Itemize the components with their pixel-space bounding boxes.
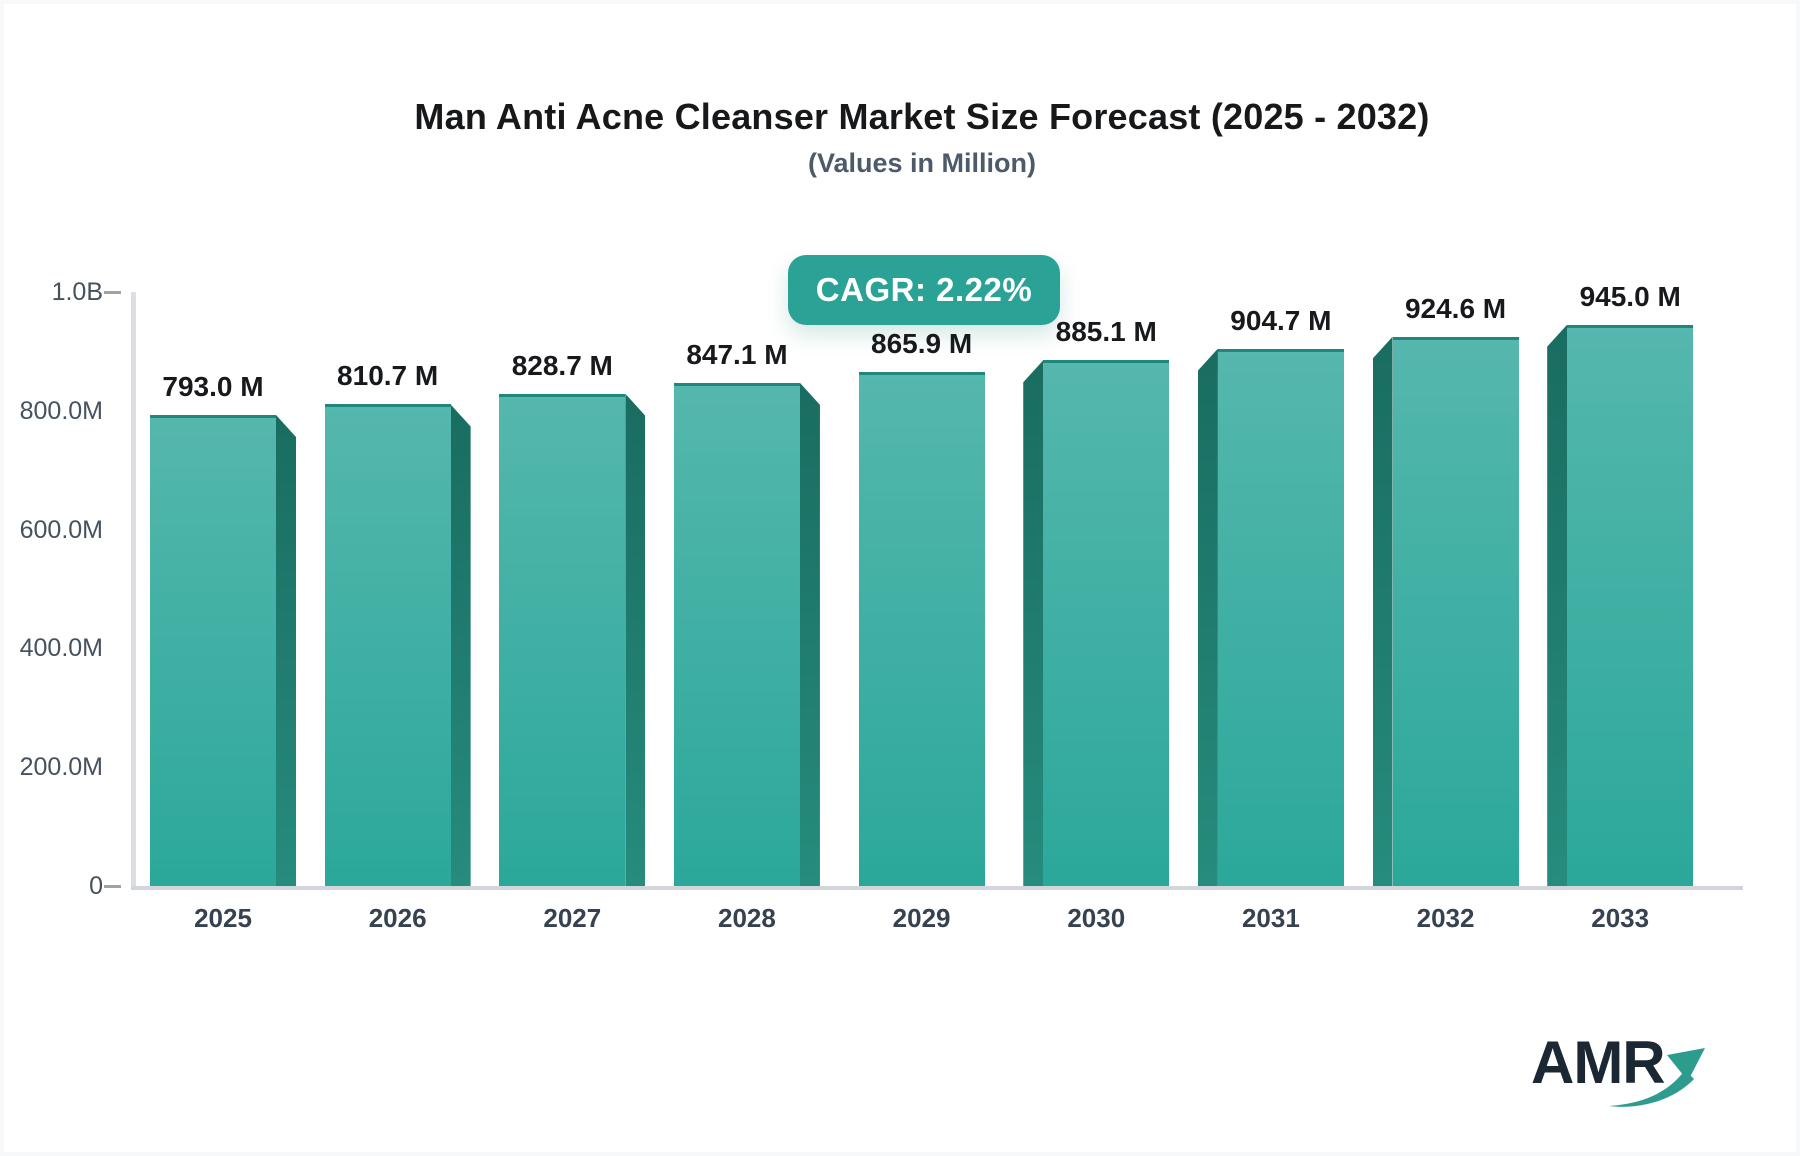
bar-value-label: 793.0 M <box>162 370 264 402</box>
x-axis-label: 2027 <box>543 903 602 933</box>
y-axis-tick-label: 400.0M <box>19 634 103 663</box>
bar-value-label: 865.9 M <box>871 327 973 359</box>
bar-2028 <box>673 382 800 886</box>
bar-side-3d <box>450 404 471 886</box>
x-axis-label: 2029 <box>892 903 951 933</box>
growth-arrow-icon <box>1609 1048 1705 1107</box>
y-axis-tick-label: 600.0M <box>19 515 103 544</box>
cagr-badge: CAGR: 2.22% <box>788 255 1060 325</box>
bar-value-label: 847.1 M <box>686 338 788 370</box>
bar-2025 <box>150 414 276 886</box>
y-axis-tick-label: 800.0M <box>19 396 103 425</box>
bar-2033 <box>1567 324 1694 886</box>
amr-logo-text: AMR <box>1531 1029 1666 1096</box>
x-axis-label: 2031 <box>1241 903 1300 933</box>
bar-value-label: 828.7 M <box>511 349 613 381</box>
bar-2032 <box>1392 336 1519 886</box>
bar-value-label: 810.7 M <box>337 360 439 392</box>
bar-side-3d <box>799 382 820 886</box>
bar-2029 <box>858 371 985 886</box>
bar-side-3d <box>625 393 646 886</box>
bar-side-3d <box>276 414 296 886</box>
y-axis-tick-label: 0 <box>89 872 103 900</box>
x-axis-label: 2030 <box>1067 903 1126 933</box>
bar-2031 <box>1217 348 1344 886</box>
y-axis-tick-label: 200.0M <box>19 753 103 782</box>
y-axis-tick-label: 1.0B <box>51 278 103 306</box>
bar-value-label: 885.1 M <box>1055 316 1157 348</box>
bar-2026 <box>324 404 451 886</box>
x-axis-line <box>131 886 1743 890</box>
bar-value-label: 924.6 M <box>1404 292 1507 324</box>
x-axis-label: 2026 <box>368 903 427 933</box>
y-axis-line <box>131 292 136 886</box>
x-axis-label: 2025 <box>194 903 252 933</box>
bar-side-3d <box>1547 324 1568 886</box>
x-axis-label: 2028 <box>718 903 776 933</box>
x-axis-label: 2033 <box>1591 903 1650 933</box>
y-axis-tick-mark <box>104 291 121 294</box>
chart-title: Man Anti Acne Cleanser Market Size Forec… <box>414 96 1430 137</box>
bar-2027 <box>499 393 626 886</box>
chart-subtitle: (Values in Million) <box>807 148 1037 178</box>
bar-value-label: 945.0 M <box>1579 280 1681 312</box>
amr-logo: AMR <box>1531 1028 1711 1108</box>
bar-side-3d <box>1372 336 1393 886</box>
x-axis-label: 2032 <box>1416 903 1475 933</box>
bar-2030 <box>1043 360 1170 886</box>
y-axis-tick-mark <box>104 885 121 888</box>
bar-side-3d <box>1197 348 1218 886</box>
bar-side-3d <box>1023 360 1044 886</box>
bar-value-label: 904.7 M <box>1230 304 1332 336</box>
